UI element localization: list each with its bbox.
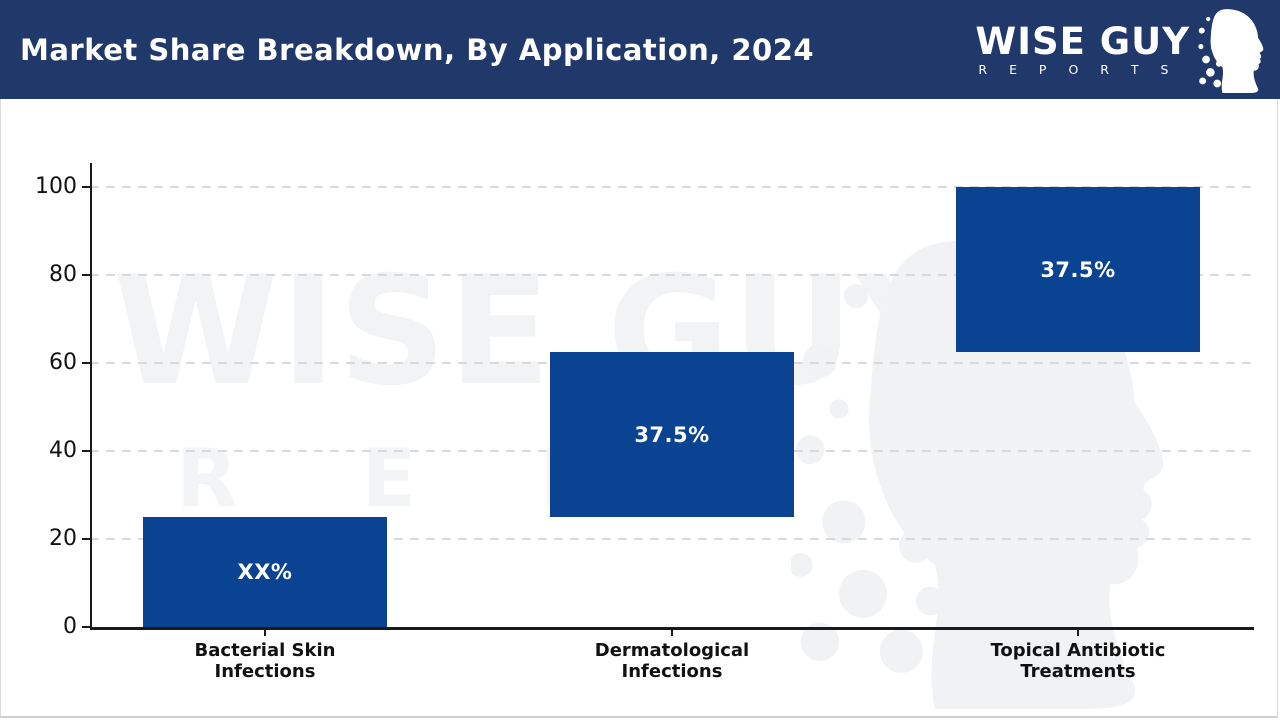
gridline [90, 186, 1257, 188]
bar-value-label: 37.5% [1040, 257, 1116, 282]
bar-value-label: XX% [237, 560, 293, 584]
y-tick-label: 80 [49, 262, 77, 287]
x-tick [671, 630, 673, 636]
y-tick [82, 538, 90, 540]
bar-segment: 37.5% [956, 187, 1200, 352]
x-tick [1077, 630, 1079, 636]
chart-canvas: WISE GUY R E P O R T S XX%37.5%37.5%0204… [0, 99, 1278, 718]
category-label: Dermatological Infections [512, 640, 832, 682]
bar-segment: XX% [143, 517, 387, 627]
logo-face-icon [1198, 8, 1264, 93]
y-tick [82, 274, 90, 276]
logo-wordmark: WISE GUY [975, 19, 1190, 63]
category-label-line: Bacterial Skin [194, 640, 336, 661]
chart-title: Market Share Breakdown, By Application, … [20, 32, 815, 67]
gridline [90, 274, 1257, 276]
y-tick-label: 60 [49, 350, 77, 375]
y-tick [82, 626, 90, 628]
y-tick-label: 0 [63, 614, 77, 639]
logo-text: WISE GUY R E P O R T S [975, 23, 1190, 77]
watermark-wordmark: WISE GUY [113, 245, 967, 419]
category-label: Topical Antibiotic Treatments [918, 640, 1238, 682]
category-label-line: Dermatological [594, 640, 750, 661]
header-band: Market Share Breakdown, By Application, … [0, 0, 1280, 99]
gridline [90, 538, 1257, 540]
y-axis [90, 163, 92, 630]
y-tick-label: 100 [35, 174, 77, 199]
x-tick [264, 630, 266, 636]
bar-value-label: 37.5% [634, 422, 710, 447]
y-tick [82, 186, 90, 188]
category-label-line: Infections [621, 661, 723, 682]
y-tick-label: 20 [49, 526, 77, 551]
category-label-line: Topical Antibiotic [990, 640, 1166, 661]
logo-subtitle: R E P O R T S [978, 61, 1178, 77]
category-label-line: Treatments [1020, 661, 1136, 682]
category-label-line: Infections [214, 661, 316, 682]
category-label: Bacterial Skin Infections [105, 640, 425, 682]
y-tick [82, 450, 90, 452]
wise-guy-reports-logo: WISE GUY R E P O R T S [975, 7, 1266, 93]
y-tick [82, 362, 90, 364]
bar-chart-plot: XX% 37.5% 37.5% 0 20 40 60 80 100 Bacterial Skin I… [1, 99, 1277, 716]
y-tick-label: 40 [49, 438, 77, 463]
x-axis [90, 627, 1254, 630]
bar-segment: 37.5% [550, 352, 794, 517]
